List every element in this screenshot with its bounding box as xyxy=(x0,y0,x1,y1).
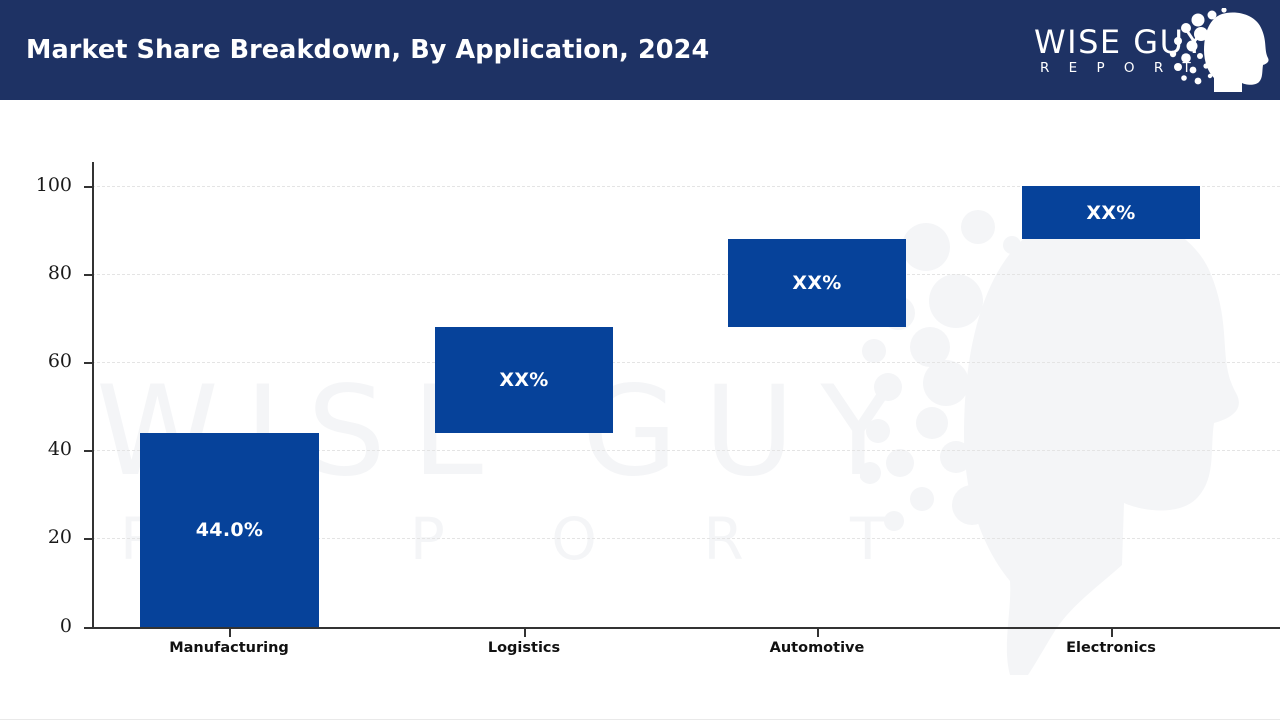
y-tick-label-100: 100 xyxy=(35,174,72,196)
y-tick-label-60: 60 xyxy=(47,350,72,372)
logo-wordmark-secondary: R E P O R T S xyxy=(1040,60,1227,76)
x-tick-logistics xyxy=(524,628,526,637)
header-bar: Market Share Breakdown, By Application, … xyxy=(0,0,1280,100)
brand-logo: WISE GUY R E P O R T S xyxy=(1026,8,1274,92)
y-tick-60 xyxy=(84,362,93,364)
x-tick-manufacturing xyxy=(229,628,231,637)
y-tick-20 xyxy=(84,538,93,540)
y-tick-label-80: 80 xyxy=(47,262,72,284)
bar-manufacturing[interactable]: 44.0% xyxy=(140,433,319,627)
gridline-80 xyxy=(92,274,1280,275)
bar-logistics[interactable]: XX% xyxy=(435,327,613,433)
bar-label-manufacturing: 44.0% xyxy=(195,519,264,541)
page-title: Market Share Breakdown, By Application, … xyxy=(26,35,710,65)
y-tick-label-20: 20 xyxy=(47,526,72,548)
x-axis-line xyxy=(92,627,1280,629)
x-axis-label-electronics: Electronics xyxy=(1066,640,1156,656)
bar-label-electronics: XX% xyxy=(1086,201,1136,224)
watermark-head-silhouette-icon xyxy=(860,210,1239,675)
y-tick-100 xyxy=(84,186,93,188)
y-tick-40 xyxy=(84,450,93,452)
x-axis-label-manufacturing: Manufacturing xyxy=(169,640,289,656)
gridline-40 xyxy=(92,450,1280,451)
head-silhouette-dots-icon xyxy=(1169,8,1269,92)
y-tick-label-0: 0 xyxy=(59,615,72,637)
bar-electronics[interactable]: XX% xyxy=(1022,186,1200,239)
y-tick-0 xyxy=(84,627,93,629)
gridline-60 xyxy=(92,362,1280,363)
x-tick-automotive xyxy=(817,628,819,637)
bar-label-logistics: XX% xyxy=(499,369,549,391)
x-axis-label-logistics: Logistics xyxy=(487,640,561,656)
y-axis-line xyxy=(92,162,94,627)
chart-plot-area: WISE GUY R E P O R T S xyxy=(0,100,1280,720)
gridline-100 xyxy=(92,186,1280,187)
x-tick-electronics xyxy=(1111,628,1113,637)
bar-label-automotive: XX% xyxy=(792,272,842,294)
bar-automotive[interactable]: XX% xyxy=(728,239,906,327)
y-tick-80 xyxy=(84,274,93,276)
x-axis-label-automotive: Automotive xyxy=(769,640,865,656)
gridline-20 xyxy=(92,538,1280,539)
y-tick-label-40: 40 xyxy=(47,438,72,460)
